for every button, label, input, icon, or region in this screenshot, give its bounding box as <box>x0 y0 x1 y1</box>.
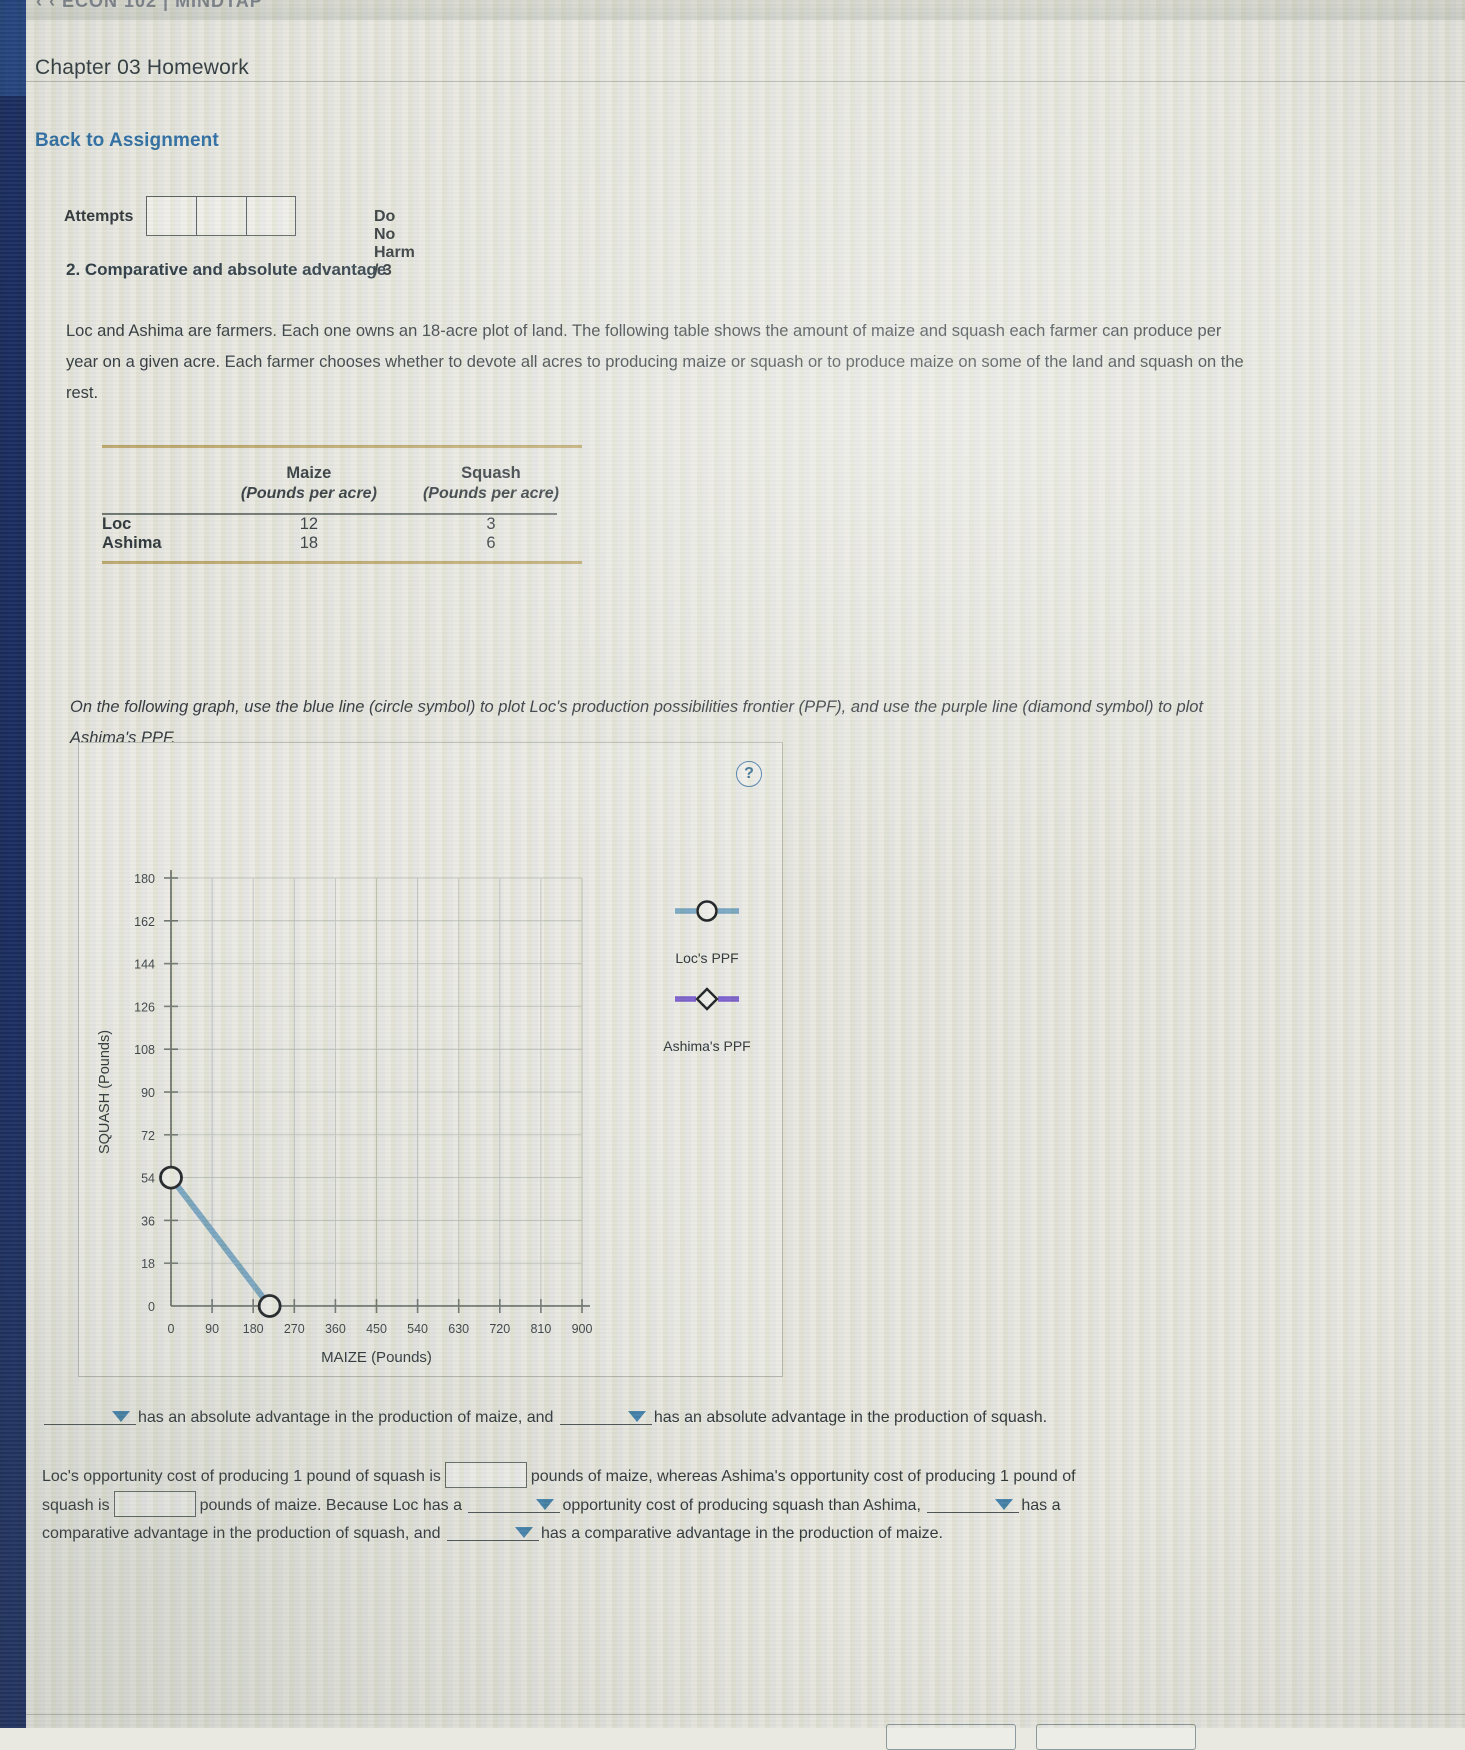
opp-text-2: pounds of maize, whereas Ashima's opport… <box>530 1468 1076 1485</box>
chevron-down-icon[interactable] <box>536 1499 555 1510</box>
opp-text-3: squash is <box>42 1497 110 1514</box>
loc-opportunity-cost-input[interactable] <box>444 1462 527 1488</box>
back-to-assignment-link[interactable]: Back to Assignment <box>35 130 219 151</box>
svg-text:630: 630 <box>448 1322 469 1336</box>
table-header-maize: Maize (Pounds per acre) <box>218 448 400 513</box>
page-title: Chapter 03 Homework <box>35 56 249 79</box>
svg-text:0: 0 <box>148 1300 155 1314</box>
svg-text:270: 270 <box>284 1322 305 1336</box>
browser-tab-label: ‹ ‹ ECON 102 | MINDTAP <box>36 0 263 11</box>
table-row-ashima-name: Ashima <box>102 533 162 552</box>
svg-text:0: 0 <box>168 1322 175 1336</box>
ashima-opportunity-cost-input[interactable] <box>113 1491 196 1517</box>
opp-text-1: Loc's opportunity cost of producing 1 po… <box>42 1468 441 1485</box>
svg-text:126: 126 <box>134 1000 155 1014</box>
svg-text:90: 90 <box>205 1322 219 1336</box>
dropdown-absolute-squash[interactable] <box>559 1408 652 1425</box>
absolute-advantage-sentence: has an absolute advantage in the product… <box>42 1405 1442 1431</box>
ppf-chart[interactable]: 0 18 36 54 72 90 108 126 144 162 180 0 90 180 270 360 45… <box>79 743 784 1378</box>
table-top-rule <box>102 445 582 448</box>
dropdown-comparative-squash[interactable] <box>927 1496 1020 1513</box>
table-mid-rule <box>102 513 557 515</box>
svg-text:108: 108 <box>134 1043 155 1057</box>
table-header-maize-name: Maize <box>286 464 332 482</box>
attempt-box-3 <box>246 196 296 236</box>
table-row-loc-maize: 12 <box>299 514 319 533</box>
svg-text:MAIZE (Pounds): MAIZE (Pounds) <box>321 1349 432 1366</box>
svg-text:144: 144 <box>134 958 155 972</box>
svg-text:360: 360 <box>325 1322 346 1336</box>
table-header-row: Maize (Pounds per acre) Squash (Pounds p… <box>102 448 582 513</box>
table-header-maize-unit: (Pounds per acre) <box>240 485 377 502</box>
question-body: Loc and Ashima are farmers. Each one own… <box>66 322 1244 402</box>
table-row-ashima-squash: 6 <box>486 533 496 552</box>
graph-canvas[interactable]: 0 18 36 54 72 90 108 126 144 162 180 0 90 180 270 360 45… <box>79 743 784 1378</box>
question-title: 2. Comparative and absolute advantage <box>66 260 387 279</box>
table-header-squash-unit: (Pounds per acre) <box>422 485 559 502</box>
svg-text:90: 90 <box>141 1086 155 1100</box>
svg-text:Ashima's PPF: Ashima's PPF <box>663 1038 750 1054</box>
svg-text:72: 72 <box>141 1129 155 1143</box>
svg-text:540: 540 <box>407 1322 428 1336</box>
svg-text:54: 54 <box>141 1172 155 1186</box>
footer-divider <box>26 1714 1465 1715</box>
page-header: Chapter 03 Homework <box>26 20 1465 82</box>
svg-text:180: 180 <box>243 1322 264 1336</box>
table-bottom-rule <box>102 560 582 564</box>
svg-text:Loc's PPF: Loc's PPF <box>675 950 738 966</box>
chevron-down-icon[interactable] <box>112 1411 130 1422</box>
svg-text:18: 18 <box>141 1257 155 1271</box>
svg-text:36: 36 <box>141 1214 155 1228</box>
table-header-squash-name: Squash <box>461 464 521 482</box>
dropdown-opportunity-compare[interactable] <box>468 1496 561 1513</box>
help-icon[interactable]: ? <box>736 761 762 787</box>
attempts-label: Attempts <box>64 208 134 225</box>
graph-panel[interactable]: ? 0 18 36 54 72 90 108 126 144 162 180 0 90 180 270 360… <box>78 742 783 1377</box>
svg-text:SQUASH (Pounds): SQUASH (Pounds) <box>97 1030 113 1154</box>
svg-text:900: 900 <box>572 1322 593 1336</box>
svg-text:180: 180 <box>134 872 155 886</box>
opp-text-4: pounds of maize. Because Loc has a <box>199 1497 462 1514</box>
absolute-advantage-text-2: has an absolute advantage in the product… <box>653 1409 1048 1426</box>
dropdown-absolute-maize[interactable] <box>44 1408 136 1425</box>
attempt-box-1 <box>146 196 196 236</box>
chevron-down-icon[interactable] <box>514 1527 533 1538</box>
opp-text-5: opportunity cost of producing squash tha… <box>562 1497 921 1514</box>
page-content: Chapter 03 Homework Back to Assignment A… <box>26 20 1465 1750</box>
opp-text-7: comparative advantage in the production … <box>42 1525 441 1542</box>
svg-text:720: 720 <box>489 1322 510 1336</box>
opp-text-8: has a comparative advantage in the produ… <box>540 1525 943 1542</box>
table-row: Ashima 18 6 <box>102 534 582 553</box>
attempts-score: Do No Harm / 3 <box>374 208 415 279</box>
svg-text:450: 450 <box>366 1322 387 1336</box>
svg-text:810: 810 <box>530 1322 551 1336</box>
production-table: Maize (Pounds per acre) Squash (Pounds p… <box>102 445 582 564</box>
table-row: Loc 12 3 <box>102 515 582 534</box>
dropdown-comparative-maize[interactable] <box>446 1524 539 1541</box>
chevron-down-icon[interactable] <box>995 1499 1014 1510</box>
opportunity-cost-paragraph: Loc's opportunity cost of producing 1 po… <box>42 1462 1442 1548</box>
table-row-loc-squash: 3 <box>486 514 496 533</box>
table-row-ashima-maize: 18 <box>299 533 319 552</box>
chevron-down-icon[interactable] <box>627 1411 646 1422</box>
table-header-squash: Squash (Pounds per acre) <box>400 448 582 513</box>
absolute-advantage-text-1: has an absolute advantage in the product… <box>138 1409 554 1426</box>
browser-tab-strip[interactable]: ‹ ‹ ECON 102 | MINDTAP <box>26 0 1465 20</box>
opp-text-6: has a <box>1021 1497 1061 1514</box>
table-header-blank <box>102 448 218 513</box>
svg-text:162: 162 <box>134 915 155 929</box>
attempt-box-2 <box>196 196 246 236</box>
table-row-loc-name: Loc <box>102 514 132 533</box>
attempts-boxes <box>146 196 296 236</box>
browser-left-rail <box>0 0 26 1728</box>
